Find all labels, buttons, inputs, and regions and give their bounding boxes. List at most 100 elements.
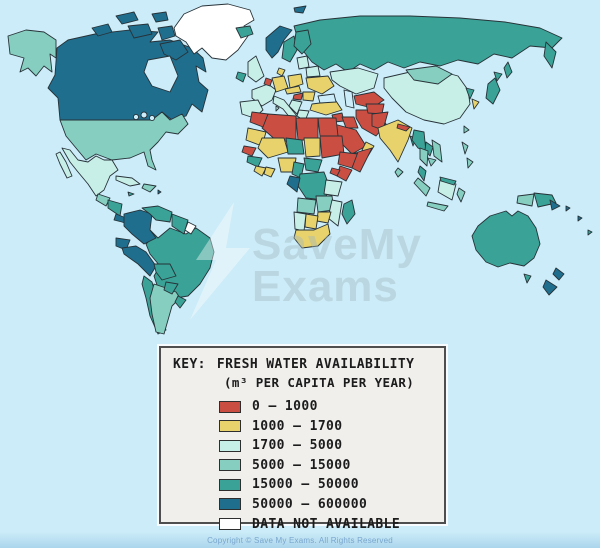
- region-russia: [293, 15, 563, 73]
- legend-color-chip: [219, 478, 241, 491]
- region-philippines: [466, 157, 474, 169]
- hudson-bay: [143, 55, 179, 93]
- legend-color-chip: [219, 400, 241, 413]
- region-ukraine: [305, 75, 335, 95]
- region-romania: [302, 91, 316, 102]
- region-sulawesi: [456, 187, 466, 203]
- region-java: [426, 201, 449, 212]
- region-new-zealand: [552, 267, 565, 281]
- legend-item-label: 50000 – 600000: [252, 496, 368, 512]
- region-iceland: [235, 25, 254, 39]
- region-borneo-malaysia: [439, 176, 457, 186]
- region-norway: [265, 25, 293, 59]
- region-alaska: [7, 29, 57, 77]
- region-chad: [303, 137, 321, 158]
- region-guyana-suriname: [171, 213, 189, 235]
- region-uk: [247, 55, 265, 83]
- region-somalia: [351, 147, 373, 173]
- legend-item-label: 5000 – 15000: [252, 457, 351, 473]
- region-arctic-island: [151, 11, 169, 23]
- region-colombia: [123, 209, 157, 245]
- region-zimbabwe: [316, 211, 332, 224]
- region-pacific-island: [577, 215, 583, 222]
- region-niger: [285, 137, 305, 155]
- region-hungary: [292, 92, 304, 101]
- region-mexico: [61, 147, 119, 197]
- region-sweden: [281, 35, 298, 63]
- legend-item-label: 1700 – 5000: [252, 438, 343, 454]
- black-sea: [317, 93, 337, 104]
- region-finland: [293, 29, 312, 55]
- region-denmark: [276, 67, 286, 77]
- great-lake: [140, 111, 148, 119]
- region-ireland: [235, 71, 247, 83]
- region-philippines: [461, 141, 469, 155]
- region-arctic-island: [91, 23, 113, 37]
- region-morocco: [249, 111, 269, 128]
- great-lake: [148, 114, 156, 122]
- region-egypt: [317, 117, 339, 137]
- region-nepal: [396, 123, 411, 132]
- great-lake: [132, 113, 140, 121]
- legend-items: 0 – 1000 1000 – 1700 1700 – 5000 5000 – …: [219, 399, 434, 532]
- region-sumatra: [413, 177, 431, 197]
- region-svalbard: [293, 5, 307, 14]
- legend-item: 15000 – 50000: [219, 477, 434, 492]
- legend-item-label: DATA NOT AVAILABLE: [252, 516, 401, 532]
- region-paraguay: [163, 281, 179, 295]
- region-angola: [296, 197, 317, 215]
- region-arctic-island: [115, 11, 139, 25]
- region-hokkaido: [493, 71, 503, 82]
- region-benelux: [263, 77, 273, 87]
- region-baja-california: [55, 151, 73, 179]
- region-arctic-island: [157, 25, 176, 41]
- region-botswana: [304, 213, 319, 230]
- region-hispaniola: [141, 183, 157, 193]
- region-poland: [287, 73, 304, 89]
- region-pacific-island: [565, 205, 571, 212]
- region-png-east: [549, 199, 561, 211]
- legend-item: 1700 – 5000: [219, 438, 434, 453]
- region-belarus: [305, 65, 321, 78]
- map-key: KEY: FRESH WATER AVAILABILITY (m³ PER CA…: [159, 346, 446, 532]
- legend-color-chip: [219, 518, 241, 531]
- region-vietnam: [431, 139, 443, 163]
- region-lesser-antilles: [157, 189, 162, 195]
- region-laos: [424, 141, 434, 157]
- region-usa: [59, 111, 189, 171]
- region-mali: [257, 137, 289, 159]
- legend-item-label: 1000 – 1700: [252, 418, 343, 434]
- region-north-korea: [465, 87, 475, 100]
- key-label: KEY:: [173, 357, 206, 372]
- region-guatemala: [95, 193, 111, 207]
- region-taiwan: [463, 125, 470, 134]
- legend-item: DATA NOT AVAILABLE: [219, 517, 434, 532]
- key-title-row: KEY: FRESH WATER AVAILABILITY: [173, 357, 434, 372]
- region-czech-slovakia: [284, 85, 302, 95]
- caspian-sea: [343, 89, 355, 109]
- key-title: FRESH WATER AVAILABILITY: [216, 357, 415, 372]
- key-subtitle: (m³ PER CAPITA PER YEAR): [224, 375, 415, 390]
- region-balkans: [288, 99, 303, 115]
- region-jamaica: [127, 191, 135, 197]
- legend-color-chip: [219, 420, 241, 433]
- region-sri-lanka: [394, 167, 404, 178]
- region-senegal: [241, 145, 257, 157]
- region-cuba: [115, 175, 141, 187]
- region-australia: [471, 210, 541, 268]
- bottom-gradient-band: [0, 532, 600, 548]
- region-kazakhstan: [329, 67, 379, 95]
- region-central-african-republic: [303, 157, 323, 173]
- region-madagascar: [341, 199, 356, 225]
- legend-item-label: 0 – 1000: [252, 399, 318, 414]
- region-thailand: [419, 147, 429, 167]
- region-cambodia: [427, 157, 437, 167]
- region-west-papua: [516, 193, 535, 207]
- region-arctic-island: [127, 23, 153, 39]
- region-tasmania: [523, 273, 532, 284]
- legend-item: 0 – 1000: [219, 399, 434, 414]
- region-bolivia: [153, 263, 177, 281]
- region-libya: [295, 117, 319, 141]
